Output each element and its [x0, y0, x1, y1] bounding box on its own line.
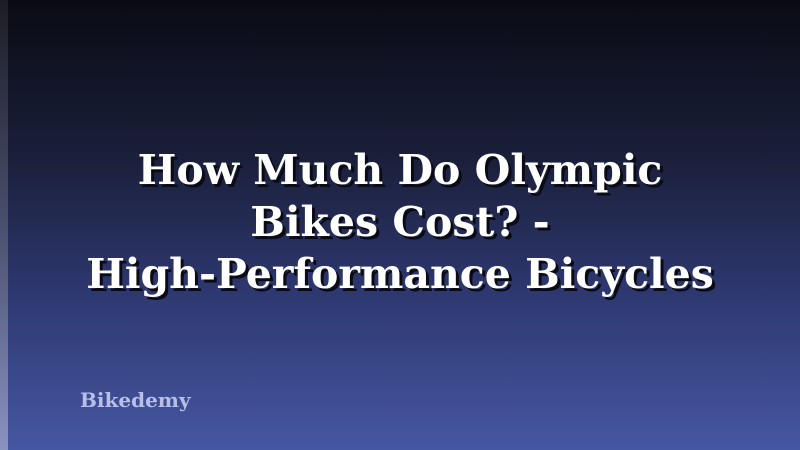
left-edge-strip — [0, 0, 8, 450]
title-line: Bikes Cost? - — [250, 198, 550, 246]
page-title: How Much Do Olympic Bikes Cost? - High-P… — [0, 144, 800, 300]
title-line: How Much Do Olympic — [137, 146, 663, 194]
title-line: High-Performance Bicycles — [86, 250, 714, 298]
brand-name: Bikedemy — [80, 388, 191, 412]
